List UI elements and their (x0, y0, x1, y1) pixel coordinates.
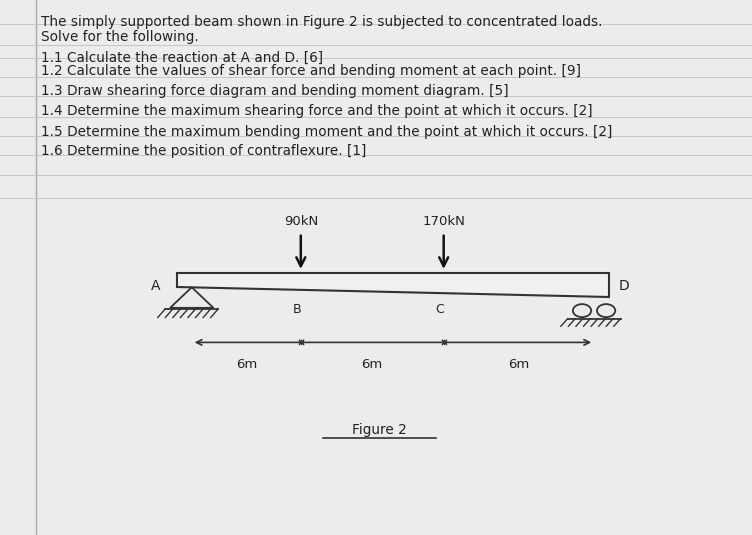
Text: A: A (151, 279, 160, 293)
Text: C: C (435, 303, 444, 316)
Text: 1.4 Determine the maximum shearing force and the point at which it occurs. [2]: 1.4 Determine the maximum shearing force… (41, 104, 593, 118)
Polygon shape (177, 273, 609, 297)
Text: The simply supported beam shown in Figure 2 is subjected to concentrated loads.: The simply supported beam shown in Figur… (41, 15, 603, 29)
Text: 6m: 6m (362, 358, 383, 371)
Text: 1.6 Determine the position of contraflexure. [1]: 1.6 Determine the position of contraflex… (41, 144, 367, 158)
Text: 170kN: 170kN (422, 216, 465, 228)
Text: B: B (293, 303, 302, 316)
Text: Solve for the following.: Solve for the following. (41, 30, 199, 44)
Text: D: D (619, 279, 629, 293)
Text: 6m: 6m (508, 358, 529, 371)
Text: 6m: 6m (235, 358, 257, 371)
Text: 1.5 Determine the maximum bending moment and the point at which it occurs. [2]: 1.5 Determine the maximum bending moment… (41, 125, 613, 139)
Text: 1.2 Calculate the values of shear force and bending moment at each point. [9]: 1.2 Calculate the values of shear force … (41, 64, 581, 78)
Text: Figure 2: Figure 2 (353, 423, 407, 437)
Text: 1.1 Calculate the reaction at A and D. [6]: 1.1 Calculate the reaction at A and D. [… (41, 51, 323, 65)
Text: 1.3 Draw shearing force diagram and bending moment diagram. [5]: 1.3 Draw shearing force diagram and bend… (41, 84, 509, 98)
Text: 90kN: 90kN (284, 216, 318, 228)
